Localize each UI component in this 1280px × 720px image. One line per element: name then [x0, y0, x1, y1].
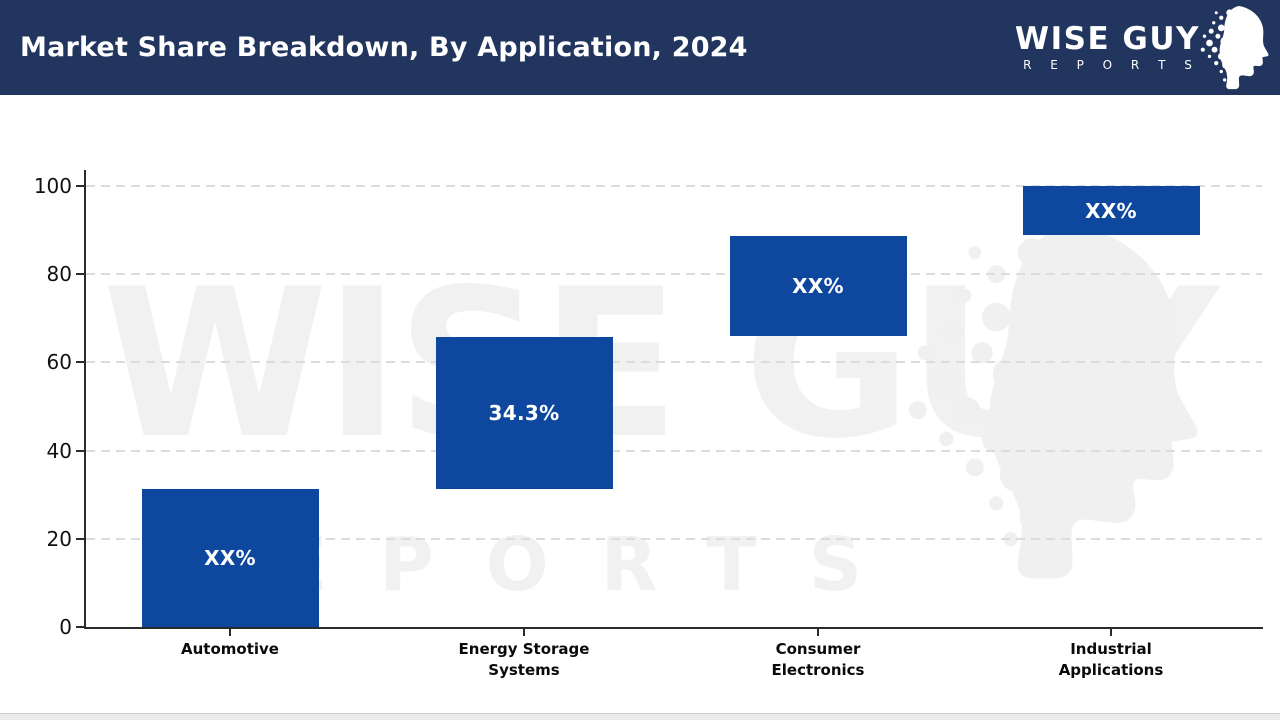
- y-tick-mark: [76, 537, 84, 540]
- grid-line: [86, 449, 1262, 452]
- x-axis-line: [84, 627, 1263, 629]
- x-category-label: Energy Storage Systems: [458, 640, 590, 679]
- grid-line: [86, 273, 1262, 276]
- bar-segment: XX%: [1022, 186, 1200, 236]
- grid-line: [86, 185, 1262, 187]
- brand-wordmark-main: WISE GUY: [1014, 21, 1200, 58]
- bar-value-label: XX%: [792, 274, 844, 299]
- brand-wordmark-sub: R E P O R T S: [1023, 57, 1200, 72]
- y-tick-mark: [76, 185, 84, 187]
- y-tick-label: 60: [46, 350, 72, 375]
- page-title: Market Share Breakdown, By Application, …: [20, 32, 748, 63]
- bar-segment: 34.3%: [435, 337, 613, 489]
- x-tick-mark: [1110, 629, 1112, 636]
- x-category-label: Industrial Applications: [1058, 640, 1164, 679]
- brand-logo: WISE GUY R E P O R T S: [1015, 4, 1270, 92]
- y-tick-mark: [76, 361, 84, 364]
- bottom-strip: [0, 714, 1280, 720]
- bar-value-label: 34.3%: [488, 400, 560, 425]
- y-tick-mark: [76, 273, 84, 276]
- y-axis-line: [84, 170, 86, 628]
- bar-segment: XX%: [729, 236, 907, 336]
- bar-value-label: XX%: [1085, 198, 1137, 223]
- y-tick-label: 40: [46, 438, 72, 463]
- y-tick-mark: [76, 449, 84, 452]
- y-tick-mark: [76, 626, 84, 628]
- x-tick-mark: [523, 629, 525, 636]
- bar-segment: XX%: [141, 488, 319, 627]
- y-tick-label: 20: [46, 526, 72, 551]
- x-category-label: Automotive: [181, 640, 279, 658]
- x-tick-mark: [229, 629, 231, 636]
- grid-line: [86, 537, 1262, 540]
- y-tick-label: 80: [46, 262, 72, 287]
- bottom-rule: [0, 713, 1280, 714]
- x-category-label: Consumer Electronics: [771, 640, 865, 679]
- x-tick-mark: [817, 629, 819, 636]
- header-banner: Market Share Breakdown, By Application, …: [0, 0, 1280, 95]
- grid-line: [86, 361, 1262, 364]
- bar-value-label: XX%: [204, 545, 256, 570]
- brand-wordmark: WISE GUY R E P O R T S: [1015, 23, 1200, 72]
- y-tick-label: 100: [33, 174, 72, 198]
- y-tick-label: 0: [59, 615, 72, 639]
